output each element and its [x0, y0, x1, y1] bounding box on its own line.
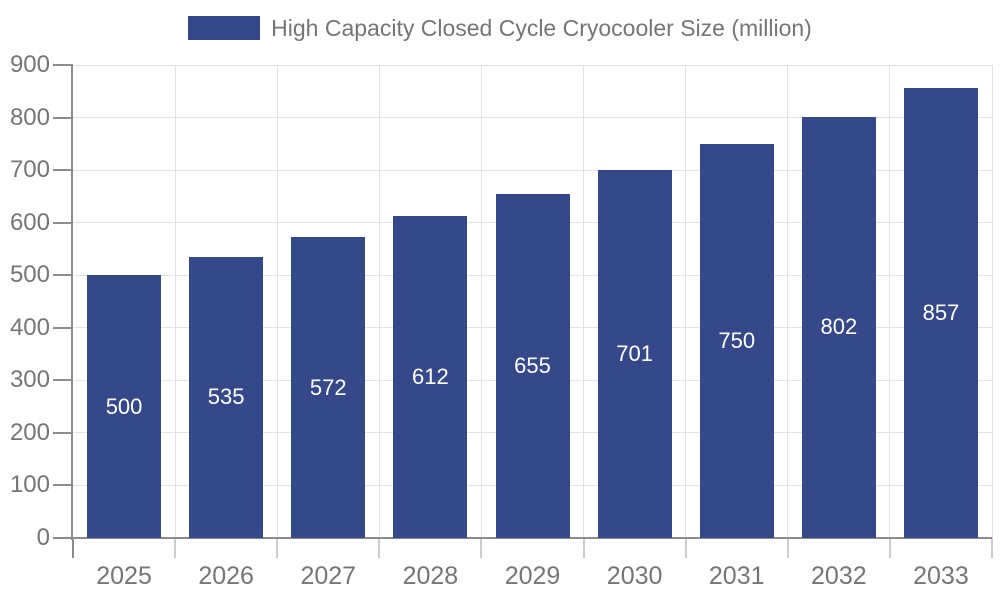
x-axis-line — [71, 537, 992, 539]
y-axis-tick — [53, 116, 73, 119]
bar-2027[interactable] — [291, 237, 366, 538]
y-axis-tick — [53, 484, 73, 487]
bar-value-label: 655 — [514, 352, 551, 378]
y-axis-tick-label: 600 — [9, 208, 50, 236]
legend-swatch — [188, 16, 261, 40]
bar-value-label: 535 — [207, 384, 245, 410]
x-gridline — [174, 65, 176, 538]
y-axis-tick — [53, 169, 73, 172]
x-axis-tick — [786, 538, 789, 558]
x-axis-category-label: 2026 — [198, 562, 254, 590]
y-axis-tick-label: 300 — [9, 366, 50, 394]
bar-value-label: 802 — [820, 314, 858, 340]
y-axis-tick-label: 700 — [9, 156, 50, 184]
y-axis-tick-label: 900 — [9, 51, 50, 78]
x-gridline — [685, 65, 687, 538]
bar-2031[interactable] — [699, 143, 774, 538]
x-gridline — [991, 65, 993, 538]
x-axis-tick — [174, 538, 177, 558]
x-axis-tick — [276, 538, 279, 558]
x-axis-category-label: 2030 — [606, 562, 663, 590]
bar-value-label: 500 — [105, 393, 143, 419]
bar-2030[interactable] — [597, 169, 672, 538]
bar-value-label: 572 — [309, 374, 347, 400]
x-axis-category-label: 2027 — [300, 562, 357, 590]
chart-legend[interactable]: High Capacity Closed Cycle Cryocooler Si… — [0, 16, 1000, 40]
x-axis-category-label: 2028 — [402, 562, 459, 590]
bar-value-label: 612 — [412, 364, 449, 390]
y-axis-line — [71, 65, 73, 540]
x-axis-category-label: 2025 — [96, 562, 152, 590]
y-axis-tick-label: 200 — [9, 418, 50, 446]
bar-value-label: 701 — [616, 340, 653, 366]
y-axis-tick-label: 400 — [9, 313, 50, 341]
y-axis-tick — [53, 537, 73, 539]
y-gridline — [73, 64, 992, 66]
x-axis-tick — [684, 538, 687, 558]
x-axis-category-label: 2029 — [504, 562, 561, 590]
x-axis-tick — [582, 538, 585, 558]
y-axis-tick-label: 100 — [9, 471, 50, 499]
x-axis-category-label: 2031 — [708, 562, 765, 590]
bar-2025[interactable] — [87, 275, 162, 538]
x-axis-tick — [480, 538, 483, 558]
bar-2026[interactable] — [189, 256, 264, 538]
x-axis-category-label: 2032 — [811, 562, 867, 590]
bar-2033[interactable] — [903, 87, 978, 538]
y-axis-tick — [53, 221, 73, 224]
x-axis-category-label: 2033 — [913, 562, 969, 590]
bar-value-label: 750 — [718, 327, 756, 353]
y-axis-tick — [53, 431, 73, 434]
x-gridline — [276, 65, 278, 538]
x-gridline — [583, 65, 585, 538]
bar-2028[interactable] — [393, 216, 468, 538]
y-axis-tick-label: 0 — [36, 524, 50, 551]
bar-2032[interactable] — [801, 116, 876, 538]
bar-value-label: 857 — [922, 299, 960, 325]
x-axis-tick — [888, 538, 891, 558]
y-gridline — [73, 169, 992, 171]
y-axis-tick-label: 500 — [9, 261, 50, 289]
x-axis-tick — [72, 538, 74, 558]
y-axis-tick — [53, 379, 73, 382]
x-gridline — [787, 65, 789, 538]
y-axis-tick — [53, 326, 73, 329]
y-axis-tick — [53, 64, 73, 66]
x-axis-tick — [991, 538, 993, 558]
y-gridline — [73, 117, 992, 119]
x-gridline — [378, 65, 380, 538]
legend-label: High Capacity Closed Cycle Cryocooler Si… — [271, 15, 812, 41]
y-axis-tick-label: 800 — [9, 103, 50, 131]
x-gridline — [480, 65, 482, 538]
x-gridline — [889, 65, 891, 538]
x-axis-tick — [378, 538, 381, 558]
bar-2029[interactable] — [495, 193, 570, 538]
y-axis-tick — [53, 274, 73, 277]
